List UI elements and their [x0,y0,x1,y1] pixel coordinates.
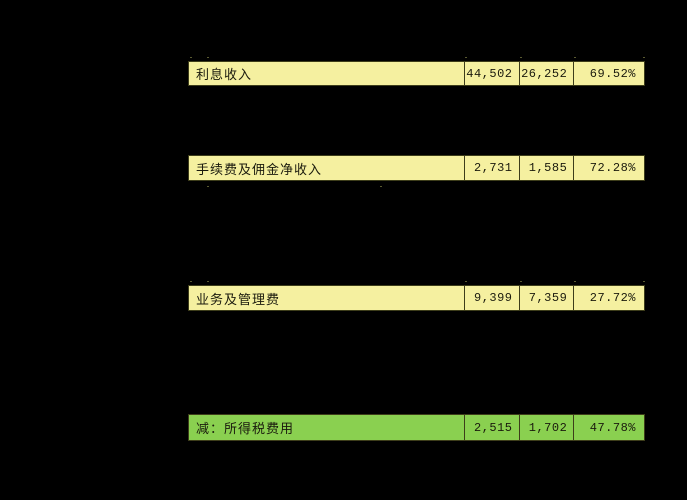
row-prior-value: 1,702 [519,415,575,440]
row-label: 业务及管理费 [189,286,465,310]
grid-tick [643,281,645,282]
row-change-rate: 47.78% [574,415,644,440]
table-row[interactable]: 减：所得税费用 2,515 1,702 47.78% [188,414,645,441]
grid-tick [465,57,467,58]
row-current-value: 9,399 [464,286,520,310]
table-row[interactable]: 利息收入 44,502 26,252 69.52% [188,61,645,86]
grid-tick [380,186,382,187]
table-row[interactable]: 手续费及佣金净收入 2,731 1,585 72.28% [188,155,645,181]
grid-tick [207,57,209,58]
grid-tick [190,57,192,58]
row-label: 利息收入 [189,62,465,85]
row-current-value: 2,731 [464,156,520,180]
grid-tick [465,281,467,282]
grid-tick [190,281,192,282]
row-label: 减：所得税费用 [189,415,465,440]
row-label: 手续费及佣金净收入 [189,156,465,180]
row-change-rate: 72.28% [574,156,644,180]
table-row[interactable]: 业务及管理费 9,399 7,359 27.72% [188,285,645,311]
row-change-rate: 27.72% [574,286,644,310]
grid-tick [574,281,576,282]
grid-tick [207,281,209,282]
row-prior-value: 1,585 [519,156,575,180]
grid-tick [520,281,522,282]
row-prior-value: 26,252 [519,62,575,85]
grid-tick [574,57,576,58]
grid-tick [207,186,209,187]
row-current-value: 44,502 [464,62,520,85]
row-prior-value: 7,359 [519,286,575,310]
row-change-rate: 69.52% [574,62,644,85]
row-current-value: 2,515 [464,415,520,440]
grid-tick [520,57,522,58]
grid-tick [643,57,645,58]
